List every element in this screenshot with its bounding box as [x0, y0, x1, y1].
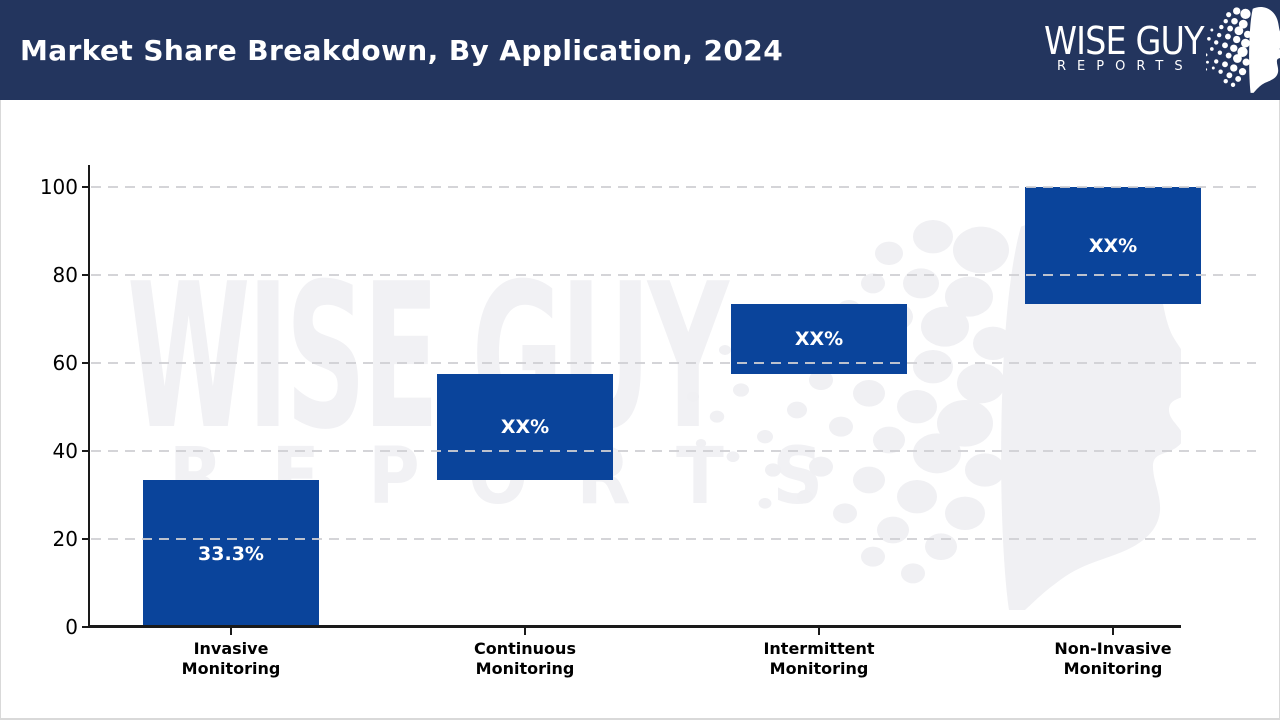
y-axis-tick	[82, 538, 89, 540]
x-axis-tick	[1112, 628, 1114, 635]
y-axis-tick	[82, 274, 89, 276]
category-label-line: Monitoring	[769, 659, 869, 678]
category-label-line: Monitoring	[475, 659, 575, 678]
header-bar: Market Share Breakdown, By Application, …	[0, 0, 1280, 100]
logo-wordmark: WISE GUY	[1044, 19, 1205, 63]
wise-guy-head-icon	[1206, 6, 1280, 93]
y-tick-label: 0	[65, 615, 78, 639]
grid-line	[91, 186, 1256, 188]
grid-line	[91, 538, 1256, 540]
category-label-line: Monitoring	[1063, 659, 1163, 678]
bar-value-label: 33.3%	[198, 542, 264, 565]
y-tick-label: 80	[52, 263, 78, 287]
category-label: Invasive Monitoring	[121, 639, 341, 679]
category-label-line: Monitoring	[181, 659, 281, 678]
x-axis-line	[89, 625, 1181, 628]
y-axis-tick	[82, 450, 89, 452]
y-tick-label: 60	[52, 351, 78, 375]
y-tick-label: 20	[52, 527, 78, 551]
category-label: Continuous Monitoring	[415, 639, 635, 679]
grid-line	[91, 274, 1256, 276]
watermark-wordmark: WISE GUY	[127, 241, 729, 474]
y-axis-line	[88, 165, 90, 628]
category-label-line: Invasive	[193, 639, 269, 658]
y-tick-label: 40	[52, 439, 78, 463]
bar-segment	[143, 480, 319, 627]
page-title: Market Share Breakdown, By Application, …	[20, 33, 784, 67]
category-label-line: Intermittent	[763, 639, 875, 658]
category-label-line: Non-Invasive	[1054, 639, 1172, 658]
category-label-line: Continuous	[474, 639, 576, 658]
x-axis-tick	[524, 628, 526, 635]
x-axis-tick	[818, 628, 820, 635]
logo-subtitle: REPORTS	[1057, 59, 1194, 74]
y-axis-tick	[82, 626, 89, 628]
y-axis-tick	[82, 186, 89, 188]
grid-line	[91, 450, 1256, 452]
bar-segment	[1025, 187, 1201, 305]
x-axis-tick	[230, 628, 232, 635]
y-axis-tick	[82, 362, 89, 364]
category-label: Non-Invasive Monitoring	[1003, 639, 1223, 679]
category-label: Intermittent Monitoring	[709, 639, 929, 679]
bar-segment	[437, 374, 613, 481]
grid-line	[91, 362, 1256, 364]
y-tick-label: 100	[39, 175, 78, 199]
bar-value-label: XX%	[794, 328, 844, 350]
chart-canvas: WISE GUY REPORTS 02040608010033.3%Invasi…	[0, 100, 1280, 720]
bar-value-label: XX%	[500, 416, 550, 439]
bar-value-label: XX%	[1088, 234, 1138, 257]
